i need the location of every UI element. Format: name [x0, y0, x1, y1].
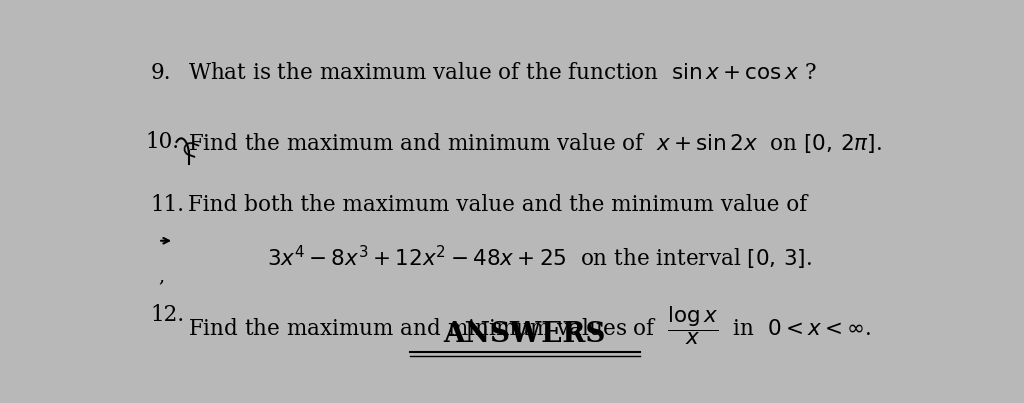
Text: Find the maximum and minimum value of  $x + \sin 2x$  on $[0,\,2\pi]$.: Find the maximum and minimum value of $x…	[187, 131, 882, 155]
Text: Find the maximum and minimum values of  $\dfrac{\log x}{x}$  in  $0 < x < \infty: Find the maximum and minimum values of $…	[187, 304, 870, 347]
Text: ,: ,	[158, 267, 164, 285]
Text: $3x^4 - 8x^3 + 12x^2 - 48x + 25$  on the interval $[0,\,3]$.: $3x^4 - 8x^3 + 12x^2 - 48x + 25$ on the …	[267, 244, 812, 272]
Text: 9.: 9.	[151, 62, 171, 84]
Text: 10.: 10.	[145, 131, 179, 153]
Text: Find both the maximum value and the minimum value of: Find both the maximum value and the mini…	[187, 194, 807, 216]
Text: ANSWERS: ANSWERS	[443, 321, 606, 348]
Text: 12.: 12.	[151, 304, 184, 326]
Text: What is the maximum value of the function  $\mathrm{sin}\,x + \mathrm{cos}\,x$ ?: What is the maximum value of the functio…	[187, 62, 816, 84]
Text: ⊂: ⊂	[177, 137, 202, 164]
Text: 11.: 11.	[151, 194, 184, 216]
